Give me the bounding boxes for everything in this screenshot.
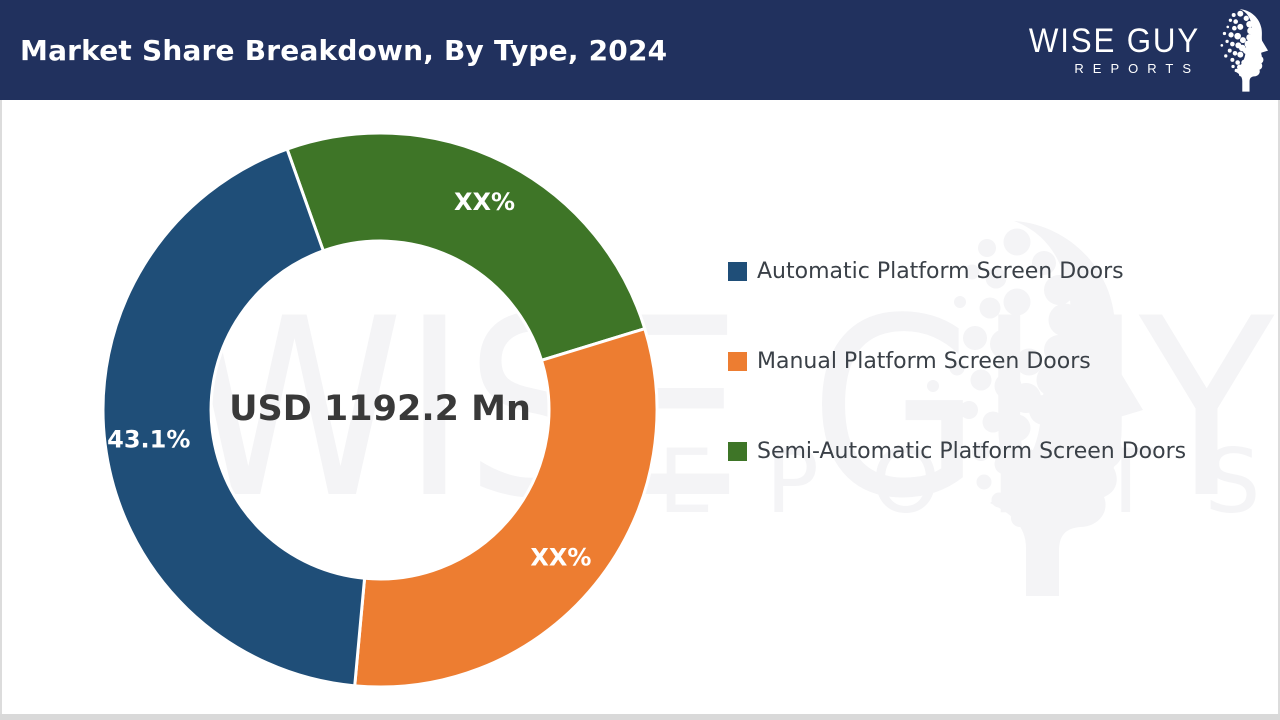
donut-slice <box>285 131 647 362</box>
donut-chart: XX% XX% 43.1% <box>101 131 659 689</box>
slice-label: XX% <box>530 543 591 571</box>
legend: Automatic Platform Screen Doors Manual P… <box>728 258 1186 464</box>
legend-item: Manual Platform Screen Doors <box>728 348 1186 374</box>
donut-slice <box>353 327 659 689</box>
header-bar: Market Share Breakdown, By Type, 2024 WI… <box>0 0 1280 100</box>
slice-label: XX% <box>454 188 515 216</box>
legend-swatch-automatic <box>728 261 747 281</box>
legend-swatch-semi-automatic <box>728 441 747 461</box>
chart-center-total: USD 1192.2 Mn <box>229 389 531 429</box>
right-border <box>1278 100 1280 720</box>
page-title: Market Share Breakdown, By Type, 2024 <box>20 33 668 67</box>
donut-slice <box>101 147 367 688</box>
legend-item: Automatic Platform Screen Doors <box>728 258 1186 284</box>
bottom-border <box>0 714 1280 720</box>
brand-head-icon <box>1220 9 1269 92</box>
left-border <box>0 100 2 720</box>
legend-label: Automatic Platform Screen Doors <box>757 258 1124 284</box>
legend-item: Semi-Automatic Platform Screen Doors <box>728 438 1186 464</box>
legend-label: Manual Platform Screen Doors <box>757 348 1091 374</box>
slice-label: 43.1% <box>107 426 190 454</box>
brand-logo: WISE GUY REPORTS <box>1014 0 1270 100</box>
brand-name: WISE GUY <box>1028 21 1200 60</box>
legend-swatch-manual <box>728 351 747 371</box>
brand-subtitle: REPORTS <box>1074 61 1200 77</box>
legend-label: Semi-Automatic Platform Screen Doors <box>757 438 1187 464</box>
brand-wordmark: WISE GUY REPORTS <box>1014 21 1200 77</box>
